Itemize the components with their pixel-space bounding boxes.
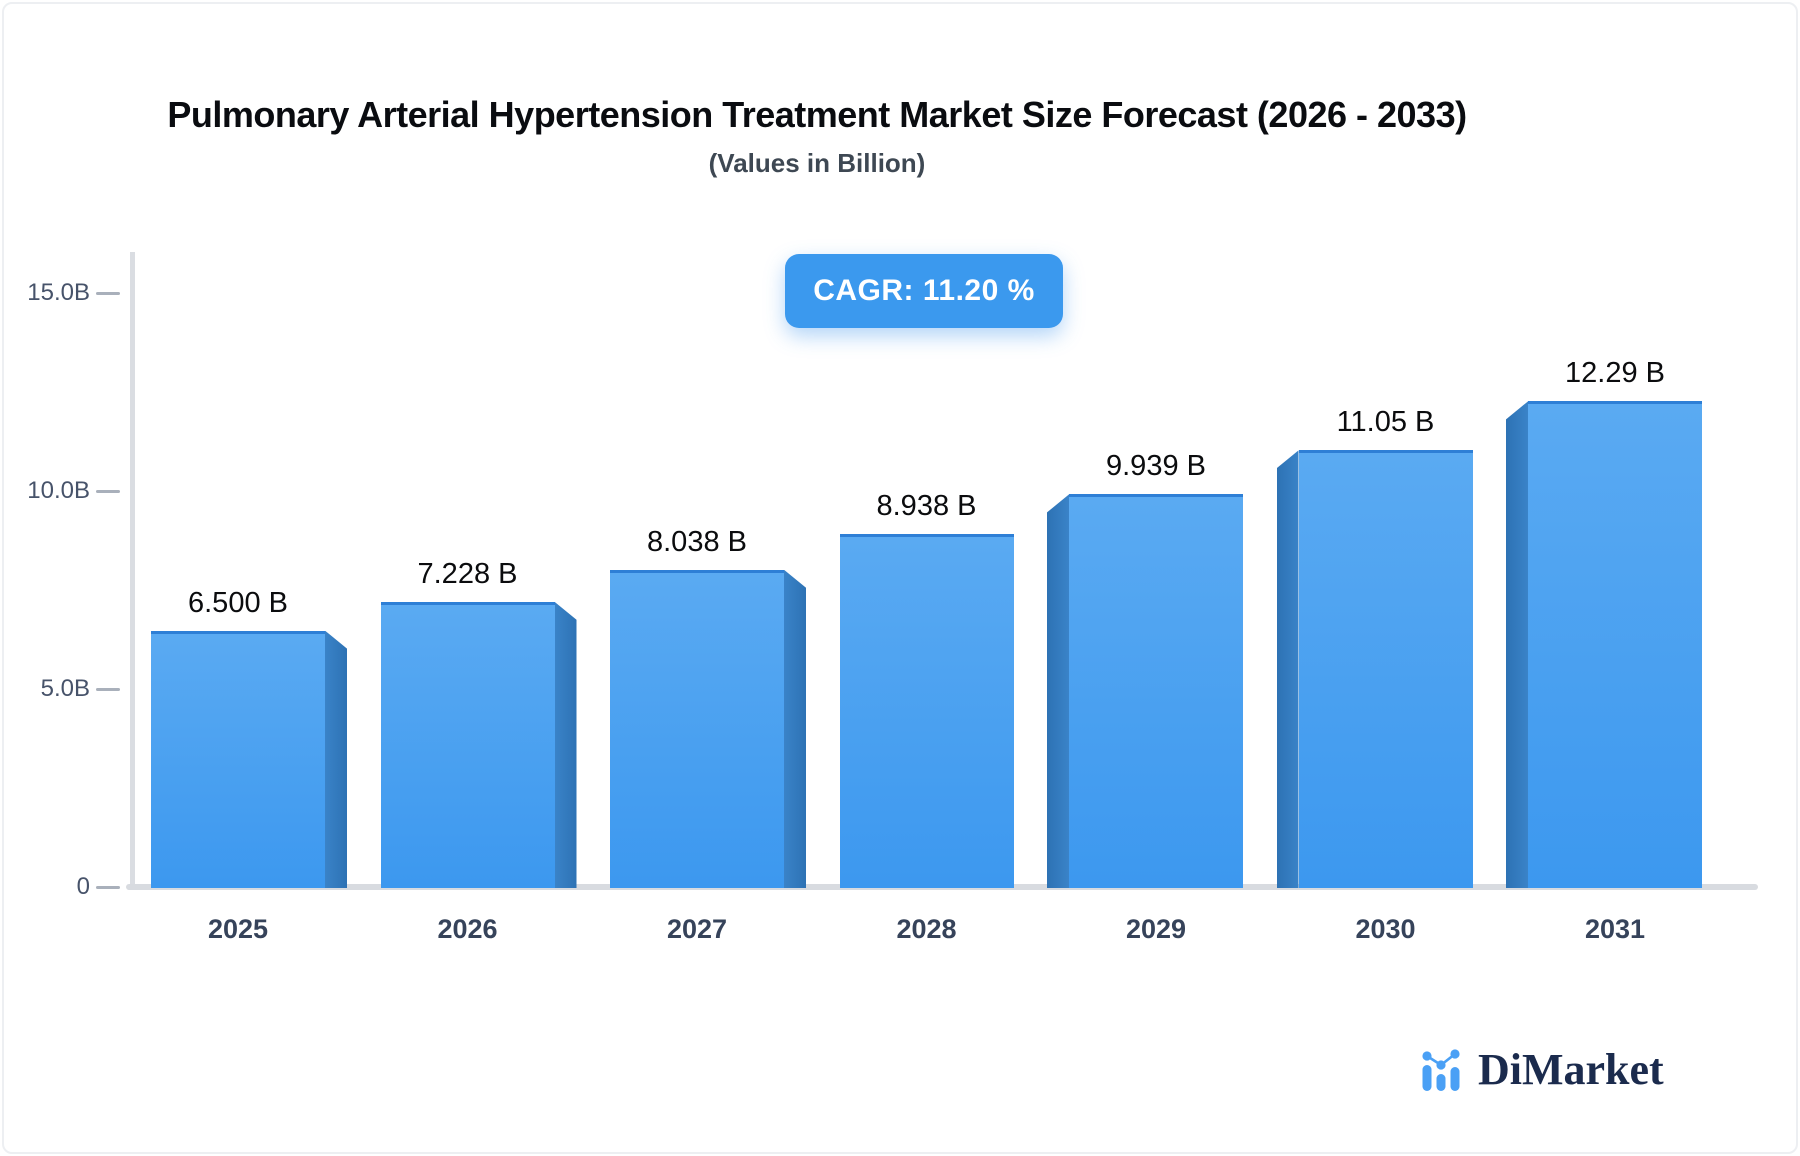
bar [610,569,784,888]
y-tick-dash [96,292,120,295]
y-tick-label: 5.0B [40,675,90,702]
x-tick-label: 2027 [666,914,728,944]
bar-value-label: 6.500 B [188,586,288,619]
bar-value-label: 9.939 B [1106,450,1206,483]
x-tick-label: 2028 [896,914,957,944]
x-tick-label: 2030 [1355,914,1416,944]
y-tick-label: 10.0B [27,477,90,504]
dimarket-logo: DiMarket [1418,1040,1768,1100]
bar-3d-side [325,630,347,888]
x-tick-label: 2025 [207,914,269,944]
bar-value-label: 8.938 B [876,490,977,523]
y-tick-dash [96,490,120,493]
y-tick-dash [96,886,120,889]
bar-value-label: 11.05 B [1336,406,1435,439]
bar [839,534,1014,888]
bar-3d-side [1506,401,1528,888]
bar-3d-side [1276,450,1299,888]
logo-text: DiMarket [1478,1045,1664,1094]
bar-3d-side [1047,494,1069,888]
bar [1069,494,1243,888]
bar-3d-side [554,601,577,888]
x-tick-label: 2031 [1584,914,1646,944]
bar [1528,401,1702,888]
y-axis-line [130,252,135,888]
cagr-badge: CAGR: 11.20 % [785,254,1063,328]
x-tick-label: 2026 [437,914,498,944]
bar [380,601,555,888]
bar-3d-side [784,569,806,888]
bar-chart-logo-icon [1422,1049,1460,1091]
bar-value-label: 7.228 B [417,557,518,590]
bar [1298,450,1473,888]
y-tick-dash [96,688,120,691]
bar [151,630,325,888]
y-tick-label: 15.0B [27,279,90,306]
bar-value-label: 12.29 B [1565,357,1665,390]
chart-title: Pulmonary Arterial Hypertension Treatmen… [167,94,1467,135]
x-tick-label: 2029 [1125,914,1187,944]
chart-subtitle: (Values in Billion) [708,148,926,178]
bar-value-label: 8.038 B [647,525,747,558]
y-tick-label: 0 [76,873,90,900]
